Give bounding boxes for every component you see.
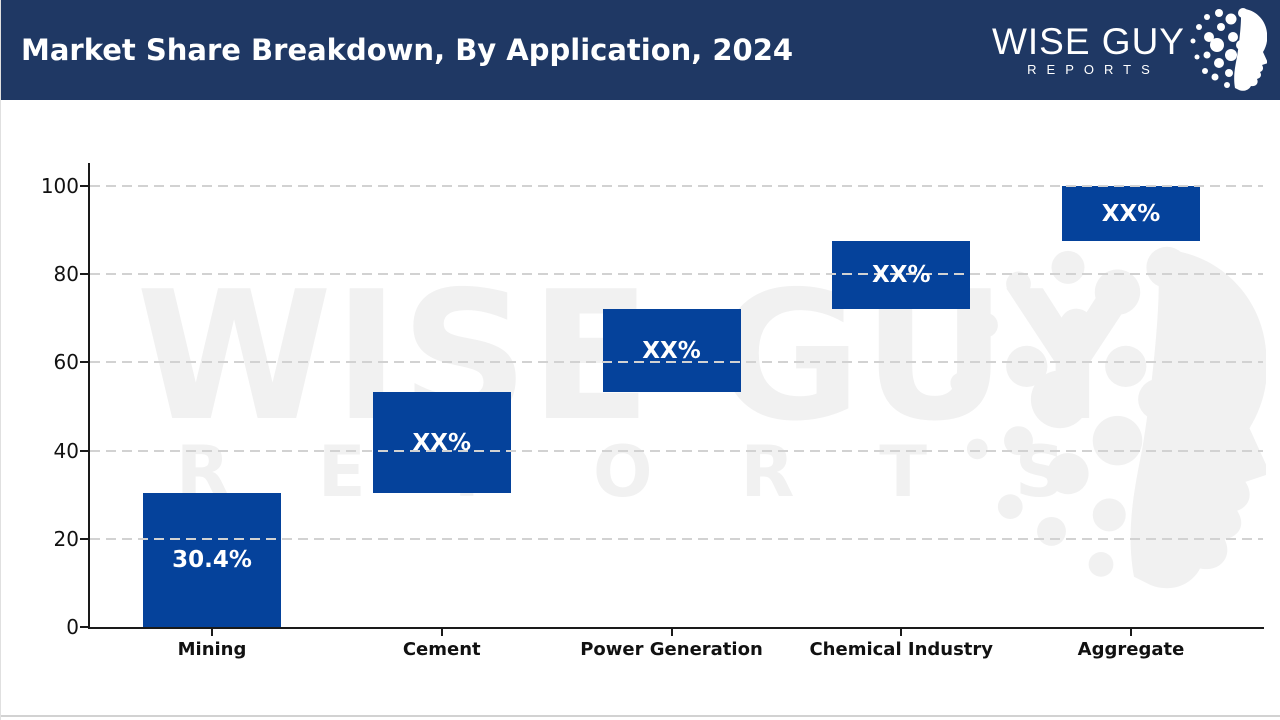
x-axis [88,627,1264,629]
x-tick-mark [670,629,673,636]
y-tick-label: 20 [53,526,79,551]
dotted-face-icon [1190,8,1267,91]
bar-aggregate [1062,185,1200,242]
y-tick-label: 100 [40,173,79,198]
bar-value-label: XX% [1101,200,1161,227]
y-tick-label: 0 [66,615,79,639]
brand-logo-text: WISE GUY REPORTS [991,21,1185,77]
x-tick-label: Cement [402,639,481,660]
watermark-reports: REPORTS [176,431,1154,513]
bar-power-generation [602,308,741,393]
y-tick-mark [80,449,88,452]
x-tick-mark [900,629,903,636]
x-tick-mark [211,629,213,636]
bar-value-label: XX% [871,262,931,289]
y-tick-label: 60 [53,350,79,375]
x-tick-label: Power Generation [580,639,763,660]
bar-value-label: XX% [642,337,701,364]
bar-value-label: XX% [412,429,472,456]
x-tick-label: Chemical Industry [809,639,994,660]
y-tick-mark [80,184,88,187]
gridline [90,361,1263,364]
watermark-face-icon [950,246,1266,589]
page-title: Market Share Breakdown, By Application, … [21,33,794,67]
brand-logo: WISE GUY REPORTS [992,6,1267,94]
x-tick-mark [440,629,443,636]
bar-cement [372,392,511,493]
y-tick-mark [80,361,88,364]
y-tick-mark [80,537,88,540]
y-tick-mark [80,273,88,276]
bar-mining [143,492,281,627]
y-tick-label: 40 [53,438,79,463]
gridline [90,184,1263,187]
brand-subname: REPORTS [1027,61,1160,77]
gridline [90,537,1263,540]
x-tick-label: Mining [177,639,247,660]
x-tick-mark [1130,629,1132,636]
header: Market Share Breakdown, By Application, … [1,0,1280,100]
x-tick-label: Aggregate [1077,639,1185,660]
y-axis [88,163,90,629]
y-tick-label: 80 [53,262,79,287]
gridline [90,449,1263,452]
gridline [90,273,1263,276]
bar-chemical-industry [832,241,971,309]
y-tick-mark [80,626,88,628]
brand-name: WISE GUY [991,21,1185,63]
bottom-divider [1,715,1280,717]
bar-value-label: 30.4% [172,546,252,573]
